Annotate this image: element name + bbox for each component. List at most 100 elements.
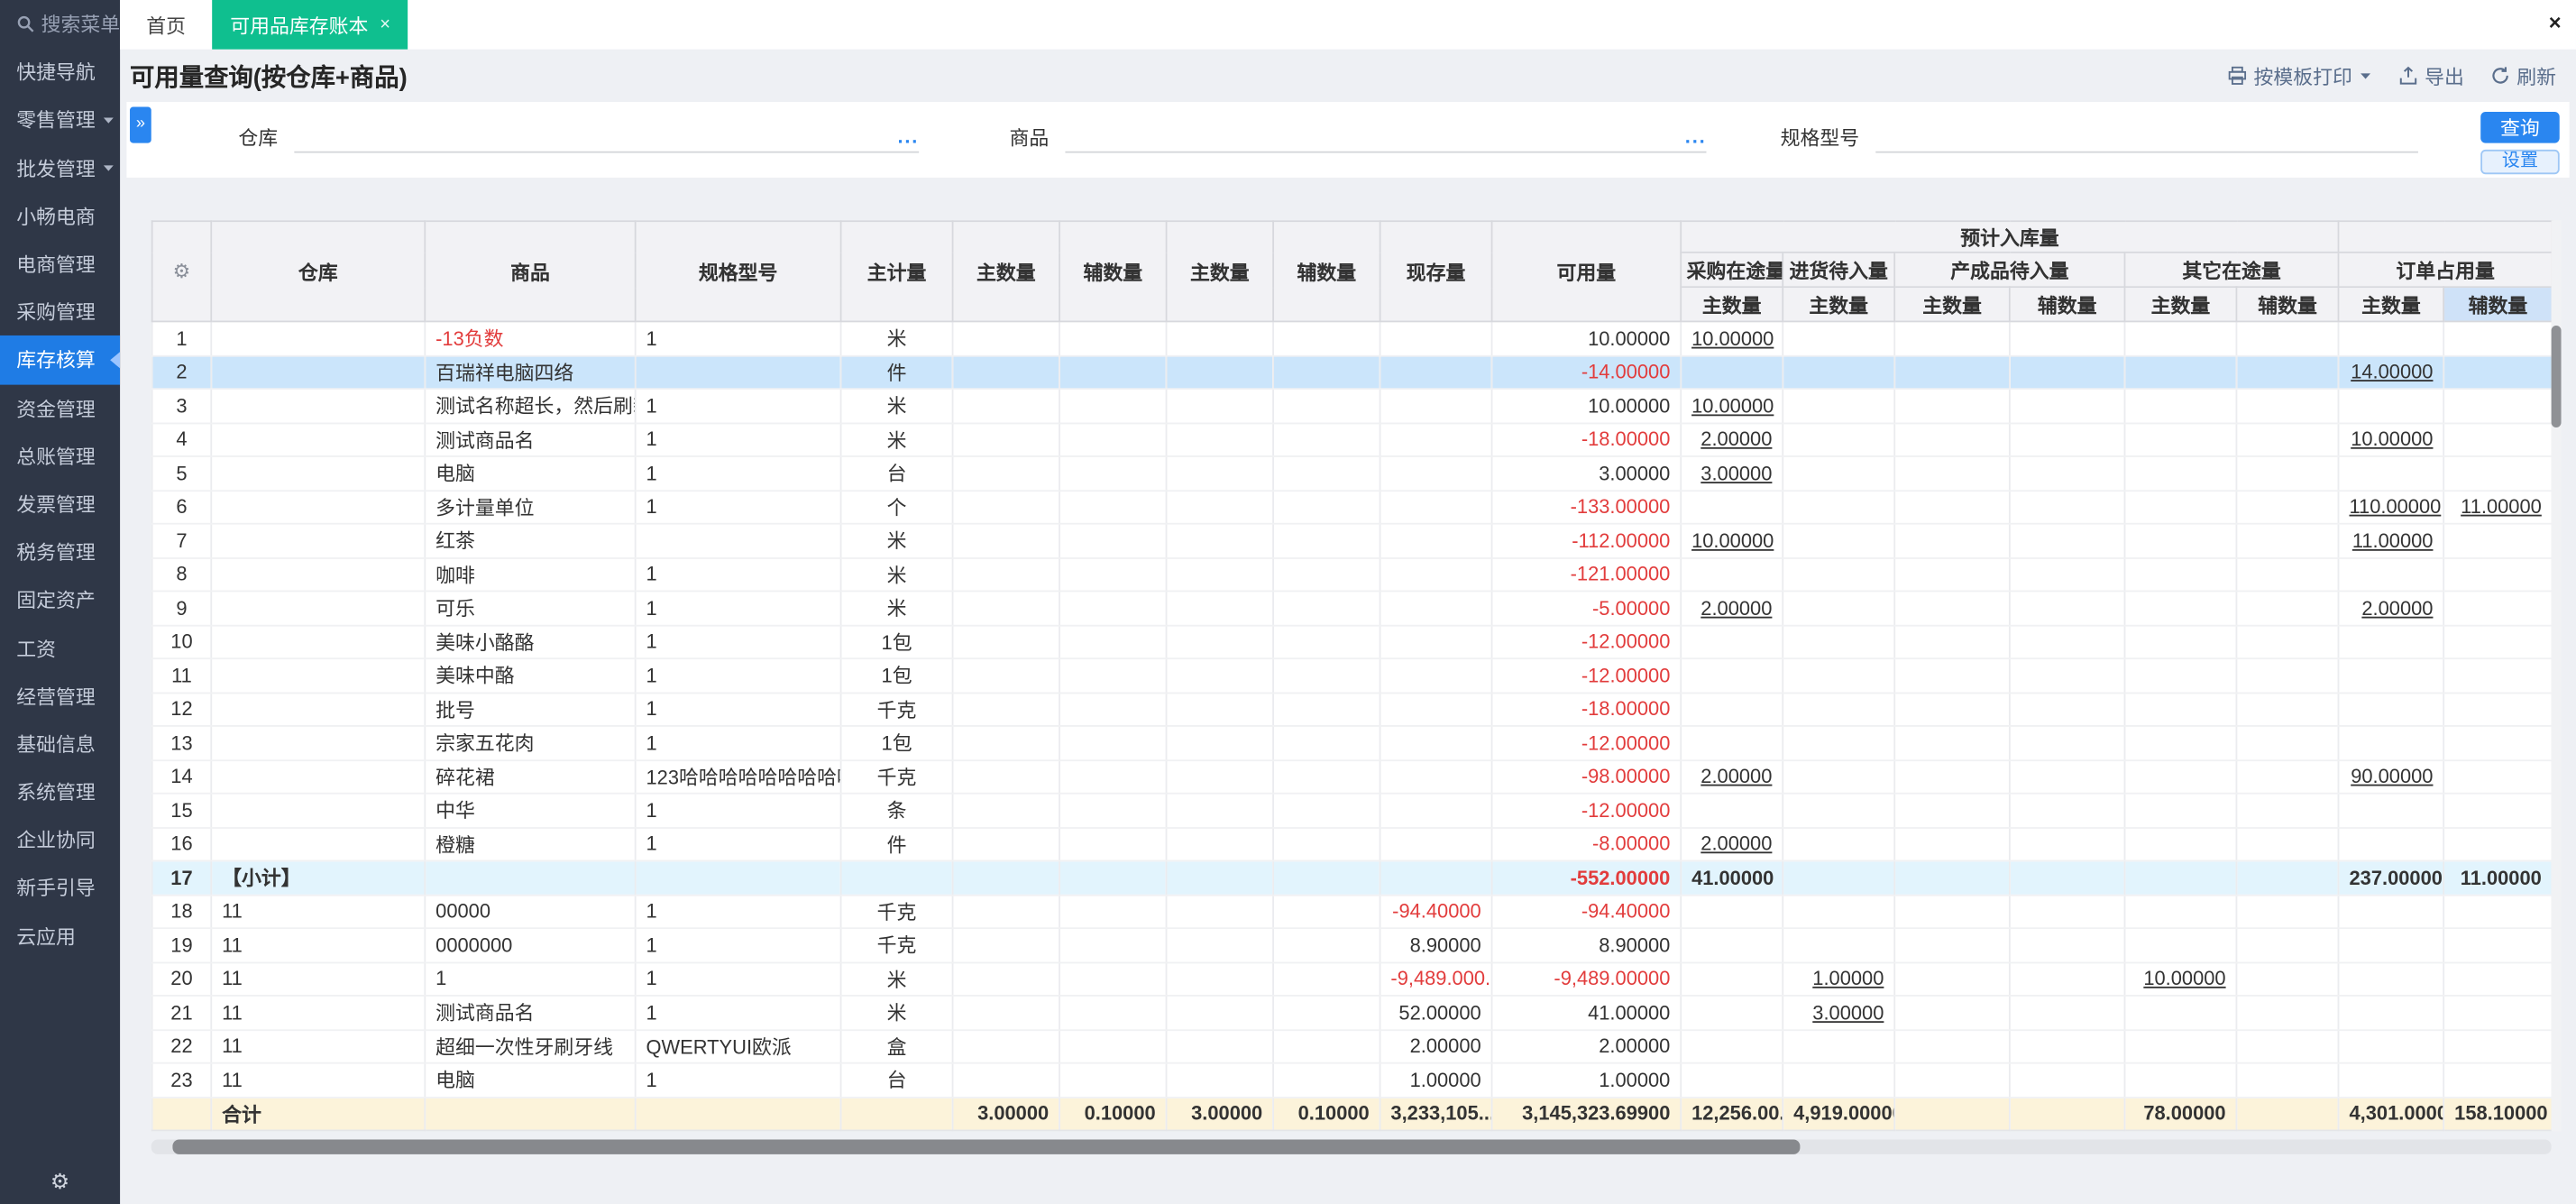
- grid-total-row[interactable]: 合计 3.00000 0.10000 3.00000 0.10000 3,233,105.…: [151, 1097, 2553, 1132]
- value-link[interactable]: 110.00000: [2349, 495, 2442, 519]
- value-link[interactable]: 90.00000: [2351, 765, 2434, 788]
- col-header-product[interactable]: 商品: [424, 220, 637, 323]
- col-header-main-qty-2[interactable]: 主数量: [1165, 220, 1274, 323]
- col-subheader-main-qty[interactable]: 主数量: [1680, 286, 1784, 323]
- sidebar-item-17[interactable]: 系统管理: [0, 767, 120, 815]
- grid-row[interactable]: 5 电脑 1 台 3.00000 3.00000: [151, 455, 2553, 492]
- col-header-stock-qty[interactable]: 现存量: [1379, 220, 1493, 323]
- value-link[interactable]: 2.00000: [2361, 596, 2434, 620]
- sidebar-item-10[interactable]: 总账管理: [0, 432, 120, 480]
- col-header-unit[interactable]: 主计量: [839, 220, 954, 323]
- sidebar-item-8[interactable]: 库存核算: [0, 335, 121, 384]
- filter-input-1[interactable]: [294, 123, 920, 153]
- expand-button[interactable]: »: [130, 106, 151, 143]
- grid-row[interactable]: 4 测试商品名 1 米 -18.00000 2.00000 10.00000: [151, 422, 2553, 457]
- sidebar-item-5[interactable]: 小畅电商: [0, 192, 120, 240]
- more-options-icon[interactable]: ...: [1684, 124, 1707, 149]
- value-link[interactable]: 2.00000: [1701, 765, 1773, 788]
- grid-row[interactable]: 9 可乐 1 米 -5.00000 2.00000 2.00000: [151, 591, 2553, 626]
- sidebar-item-15[interactable]: 经营管理: [0, 672, 120, 720]
- grid-row[interactable]: 21 11 测试商品名 1 米 52.00000 41.00000 3.00000: [151, 995, 2553, 1031]
- grid-row[interactable]: 13 宗家五花肉 1 1包 -12.00000: [151, 725, 2553, 761]
- value-link[interactable]: 1.00000: [1812, 967, 1884, 991]
- col-header-aux-qty-2[interactable]: 辅数量: [1272, 220, 1381, 323]
- filter-input-2[interactable]: [1065, 123, 1707, 153]
- col-subheader-aux-qty[interactable]: 辅数量: [2443, 286, 2553, 323]
- grid-settings-header[interactable]: ⚙: [151, 220, 213, 323]
- grid-row[interactable]: 3 测试名称超长，然后刷新有没... 1 米 10.00000 10.00000: [151, 389, 2553, 424]
- horizontal-scrollbar-thumb[interactable]: [172, 1139, 1801, 1154]
- settings-gear-icon[interactable]: ⚙: [50, 1169, 70, 1194]
- col-subheader-main-qty[interactable]: 主数量: [2337, 286, 2445, 323]
- value-link[interactable]: 3.00000: [1701, 461, 1773, 485]
- sidebar-item-3[interactable]: 零售管理: [0, 96, 120, 143]
- tab-home[interactable]: 首页: [146, 14, 187, 38]
- col-header-other-transit[interactable]: 其它在途量: [2123, 251, 2340, 289]
- grid-row[interactable]: 8 咖啡 1 米 -121.00000: [151, 557, 2553, 593]
- more-options-icon[interactable]: ...: [897, 124, 920, 149]
- sidebar-item-19[interactable]: 新手引导: [0, 864, 120, 912]
- sidebar-item-13[interactable]: 固定资产: [0, 576, 120, 624]
- window-close-icon[interactable]: ×: [2548, 9, 2562, 35]
- vertical-scrollbar[interactable]: [2551, 220, 2562, 1132]
- value-link[interactable]: 2.00000: [1701, 832, 1773, 856]
- sidebar-item-20[interactable]: 云应用: [0, 912, 120, 960]
- value-link[interactable]: 11.00000: [2351, 528, 2434, 553]
- value-link[interactable]: 10.00000: [2143, 967, 2226, 991]
- sidebar-item-6[interactable]: 电商管理: [0, 240, 120, 288]
- settings-button[interactable]: 设置: [2480, 149, 2560, 175]
- col-subheader-aux-qty[interactable]: 辅数量: [2235, 286, 2340, 323]
- value-link[interactable]: 3.00000: [1812, 1000, 1884, 1025]
- col-header-aux-qty-1[interactable]: 辅数量: [1059, 220, 1168, 323]
- grid-row[interactable]: 17 【小计】 -552.00000 41.00000 237.00000 11.0000…: [151, 860, 2553, 896]
- value-link[interactable]: 10.00000: [2351, 427, 2434, 452]
- col-group-order-occupied[interactable]: 订单占用量: [2337, 251, 2553, 289]
- sidebar-item-18[interactable]: 企业协同: [0, 816, 120, 864]
- grid-row[interactable]: 7 红茶 米 -112.00000 10.00000 11.00000: [151, 523, 2553, 558]
- value-link[interactable]: 14.00000: [2351, 360, 2434, 384]
- grid-row[interactable]: 20 11 1 1 米 -9,489.000... -9,489.00000 1.00000 1…: [151, 961, 2553, 997]
- grid-row[interactable]: 16 橙糖 1 件 -8.00000 2.00000: [151, 827, 2553, 862]
- col-header-purchase-transit[interactable]: 采购在途量: [1680, 251, 1784, 289]
- value-link[interactable]: 2.00000: [1701, 427, 1773, 452]
- grid-row[interactable]: 18 11 00000 1 千克 -94.40000 -94.40000: [151, 894, 2553, 930]
- value-link[interactable]: 2.00000: [1701, 596, 1773, 620]
- refresh-action[interactable]: 刷新: [2490, 61, 2556, 89]
- col-header-finished-goods-pending[interactable]: 产成品待入量: [1893, 251, 2126, 289]
- grid-row[interactable]: 1 -13负数 1 米 10.00000 10.00000: [151, 321, 2553, 356]
- grid-row[interactable]: 19 11 0000000 1 千克 8.90000 8.90000: [151, 928, 2553, 963]
- value-link[interactable]: 10.00000: [1691, 394, 1774, 418]
- value-link[interactable]: 11.00000: [2461, 495, 2542, 519]
- grid-row[interactable]: 10 美味小酪酪 1 1包 -12.00000: [151, 624, 2553, 660]
- value-link[interactable]: 10.00000: [1691, 528, 1774, 553]
- grid-row[interactable]: 2 百瑞祥电脑四络 件 -14.00000 14.00000: [151, 354, 2553, 391]
- tab-active[interactable]: 可用品库存账本 ×: [212, 0, 409, 50]
- sidebar-item-16[interactable]: 基础信息: [0, 720, 120, 767]
- col-header-main-qty-1[interactable]: 主数量: [951, 220, 1060, 323]
- query-button[interactable]: 查询: [2480, 111, 2560, 143]
- sidebar-item-14[interactable]: 工资: [0, 624, 120, 672]
- sidebar-item-9[interactable]: 资金管理: [0, 384, 120, 432]
- col-subheader-main-qty[interactable]: 主数量: [1782, 286, 1896, 323]
- grid-row[interactable]: 11 美味中酪 1 1包 -12.00000: [151, 658, 2553, 694]
- sidebar-item-7[interactable]: 采购管理: [0, 288, 120, 335]
- col-header-available-qty[interactable]: 可用量: [1490, 220, 1682, 323]
- filter-input-3[interactable]: [1875, 123, 2419, 153]
- col-subheader-main-qty[interactable]: 主数量: [2123, 286, 2238, 323]
- grid-row[interactable]: 22 11 超细一次性牙刷牙线 QWERTYUI欧派 盒 2.00000 2.00000: [151, 1029, 2553, 1064]
- printer-action[interactable]: 按模板打印: [2227, 61, 2371, 89]
- tab-close-icon[interactable]: ×: [380, 14, 390, 35]
- value-link[interactable]: 10.00000: [1691, 326, 1774, 350]
- grid-row[interactable]: 6 多计量单位 1 个 -133.00000 110.00000 11.00000: [151, 490, 2553, 525]
- sidebar-item-12[interactable]: 税务管理: [0, 528, 120, 575]
- sidebar-item-1[interactable]: 搜索菜单: [0, 0, 120, 48]
- sidebar-item-11[interactable]: 发票管理: [0, 480, 120, 528]
- vertical-scrollbar-thumb[interactable]: [2551, 325, 2562, 428]
- grid-row[interactable]: 15 中华 1 条 -12.00000: [151, 793, 2553, 828]
- col-subheader-main-qty[interactable]: 主数量: [1893, 286, 2011, 323]
- grid-row[interactable]: 14 碎花裙 123哈哈哈哈哈哈哈哈哈哈哈... 千克 -98.00000 2.00000…: [151, 759, 2553, 795]
- sidebar-item-4[interactable]: 批发管理: [0, 144, 120, 192]
- sidebar-item-2[interactable]: 快捷导航: [0, 48, 120, 96]
- col-header-warehouse[interactable]: 仓库: [210, 220, 426, 323]
- horizontal-scrollbar[interactable]: [151, 1139, 2552, 1154]
